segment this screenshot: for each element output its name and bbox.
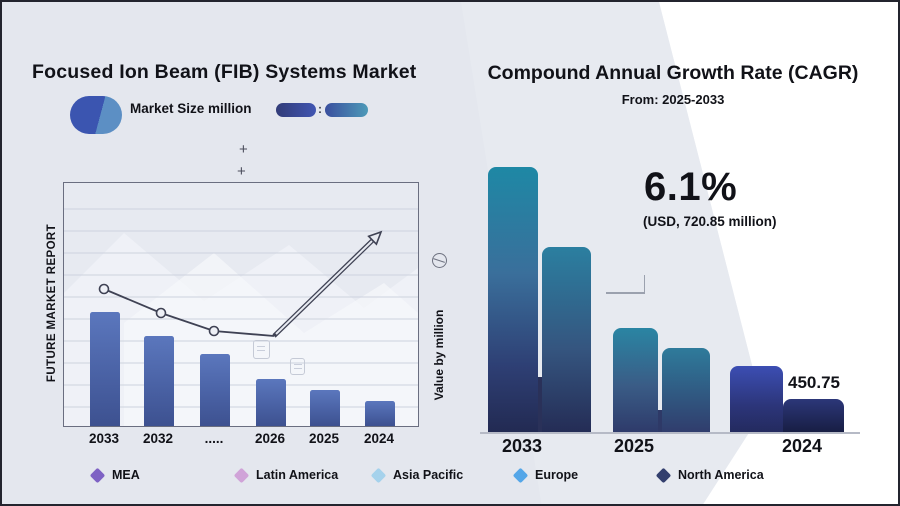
legend-item-mea: MEA [89, 464, 140, 486]
left-chart-side-label: FUTURE MARKET REPORT [46, 223, 58, 383]
cagr-bar-2033-b [542, 247, 591, 433]
ratio-pill-left-icon [276, 103, 316, 117]
corner-bracket [606, 292, 645, 294]
left-bar-2025 [310, 390, 340, 426]
cagr-bar-2025-a [613, 328, 658, 433]
left-bar-2026 [256, 379, 286, 426]
cagr-title: Compound Annual Growth Rate (CAGR) [487, 62, 859, 84]
bar-merge-shade [538, 377, 542, 433]
plus-icon: + [237, 163, 246, 180]
cagr-subtitle: From: 2025-2033 [621, 92, 725, 107]
left-chart-ylabel: Value by million [432, 309, 446, 401]
left-chart-plot [63, 182, 419, 427]
legend-diamond-icon [370, 467, 387, 483]
bar-merge-shade [658, 410, 662, 433]
document-icon [290, 358, 305, 375]
left-xtick-2025: 2025 [308, 431, 340, 446]
cagr-bar-2033-a [488, 167, 538, 433]
cagr-xtick-2033: 2033 [501, 436, 543, 456]
left-bar-intermediate [200, 354, 230, 426]
legend-label: MEA [112, 468, 140, 482]
cagr-axis-line [480, 432, 860, 434]
legend-label: Asia Pacific [393, 468, 464, 482]
left-xtick-dots: ..... [204, 431, 224, 446]
cagr-usd-note: (USD, 720.85 million) [643, 214, 777, 229]
cagr-xtick-2025: 2025 [613, 436, 655, 456]
corner-bracket [643, 275, 646, 293]
cagr-bar-2024-a [730, 366, 783, 433]
cagr-bar-value-label: 450.75 [788, 373, 840, 392]
legend-diamond-icon [233, 467, 250, 483]
left-bar-2033 [90, 312, 120, 426]
market-size-label: Market Size million [130, 101, 252, 116]
plus-icon: + [239, 141, 248, 158]
ratio-pill-right-icon [325, 103, 368, 117]
legend-diamond-icon [89, 467, 106, 483]
market-size-pill-icon [70, 96, 122, 134]
trend-line-and-arrow [98, 230, 383, 338]
left-bar-2024 [365, 401, 395, 426]
legend-label: Europe [535, 468, 579, 482]
left-xtick-2026: 2026 [254, 431, 286, 446]
cagr-bar-2025-b [662, 348, 710, 433]
ratio-separator: : [318, 102, 322, 116]
legend-item-north-america: North America [655, 464, 764, 486]
legend-label: North America [678, 468, 764, 482]
left-xtick-2024: 2024 [363, 431, 395, 446]
cagr-xtick-2024: 2024 [781, 436, 823, 456]
legend-item-asia-pacific: Asia Pacific [370, 464, 464, 486]
legend-diamond-icon [512, 467, 529, 483]
legend-label: Latin America [256, 468, 339, 482]
left-bar-2032 [144, 336, 174, 426]
left-xtick-2033: 2033 [88, 431, 120, 446]
document-icon [253, 340, 270, 359]
left-xtick-2032: 2032 [142, 431, 174, 446]
circle-minus-icon [432, 253, 447, 268]
legend-diamond-icon [655, 467, 672, 483]
legend-item-latin-america: Latin America [233, 464, 339, 486]
cagr-bar-2024-b [783, 399, 844, 433]
legend-item-europe: Europe [512, 464, 579, 486]
page-title: Focused Ion Beam (FIB) Systems Market [32, 61, 417, 83]
cagr-percentage: 6.1% [644, 165, 738, 209]
